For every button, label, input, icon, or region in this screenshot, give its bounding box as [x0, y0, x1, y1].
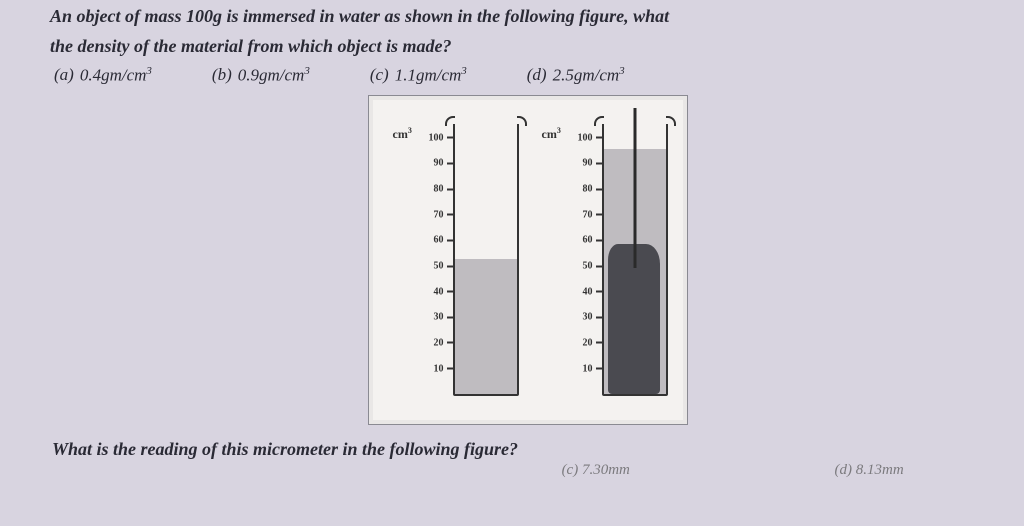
option-b: (b) 0.9gm/cm3 — [212, 65, 310, 86]
option-d: (d) 2.5gm/cm3 — [527, 65, 625, 86]
option-a-exp: 3 — [146, 65, 152, 77]
suspension-rod — [633, 108, 636, 268]
tick-100: 100 — [425, 132, 455, 143]
question-2: What is the reading of this micrometer i… — [50, 439, 1006, 460]
tick-60: 60 — [574, 235, 604, 246]
option-a: (a) 0.4gm/cm3 — [54, 65, 152, 86]
q2-option-c: (c) 7.30mm — [562, 462, 630, 479]
option-c-key: (c) — [370, 65, 389, 84]
left-unit-label: cm3 — [393, 126, 412, 142]
cylinder-right-col: cm3 100908070605040302010 — [538, 110, 668, 410]
tick-70: 70 — [425, 209, 455, 220]
tick-40: 40 — [574, 286, 604, 297]
tick-10: 10 — [574, 363, 604, 374]
option-b-key: (b) — [212, 65, 232, 84]
tick-100: 100 — [574, 132, 604, 143]
right-unit-label: cm3 — [542, 126, 561, 142]
option-b-exp: 3 — [304, 65, 310, 77]
water-left — [455, 259, 517, 394]
option-d-exp: 3 — [619, 65, 625, 77]
graduated-cylinders-figure: cm3 100908070605040302010 cm3 — [368, 95, 688, 425]
tick-50: 50 — [574, 261, 604, 272]
question-1-line-2: the density of the material from which o… — [50, 34, 1006, 58]
tick-60: 60 — [425, 235, 455, 246]
cylinder-left-col: cm3 100908070605040302010 — [389, 110, 519, 410]
option-c-val: 1.1gm/cm — [395, 65, 462, 84]
tick-30: 30 — [425, 312, 455, 323]
option-c: (c) 1.1gm/cm3 — [370, 65, 467, 86]
ticks-left: 100908070605040302010 — [421, 124, 451, 394]
q2-partial-options: (c) 7.30mm (d) 8.13mm — [50, 462, 1006, 479]
tick-90: 90 — [574, 158, 604, 169]
tick-20: 20 — [574, 337, 604, 348]
option-b-val: 0.9gm/cm — [238, 65, 305, 84]
q2-option-d: (d) 8.13mm — [835, 462, 904, 479]
cylinder-right: 100908070605040302010 — [602, 110, 668, 400]
clipped-prev-option: (c) 9.0gm/cm — [340, 0, 417, 2]
ticks-right: 100908070605040302010 — [570, 124, 600, 394]
tick-30: 30 — [574, 312, 604, 323]
tick-80: 80 — [574, 184, 604, 195]
option-c-exp: 3 — [461, 65, 467, 77]
cylinder-left: 100908070605040302010 — [453, 110, 519, 400]
tick-50: 50 — [425, 261, 455, 272]
question-1-line-1: An object of mass 100g is immersed in wa… — [50, 4, 1006, 28]
q1-options: (a)0.4gm/cm3 (b)0.9gm/cm3 (c)1.1gm/cm3 (… — [50, 65, 1006, 86]
tick-10: 10 — [425, 363, 455, 374]
tick-40: 40 — [425, 286, 455, 297]
tick-90: 90 — [425, 158, 455, 169]
option-a-val: 0.4gm/cm — [80, 65, 147, 84]
tick-20: 20 — [425, 337, 455, 348]
tick-70: 70 — [574, 209, 604, 220]
option-a-key: (a) — [54, 65, 74, 84]
tick-80: 80 — [425, 184, 455, 195]
option-d-key: (d) — [527, 65, 547, 84]
option-d-val: 2.5gm/cm — [553, 65, 620, 84]
